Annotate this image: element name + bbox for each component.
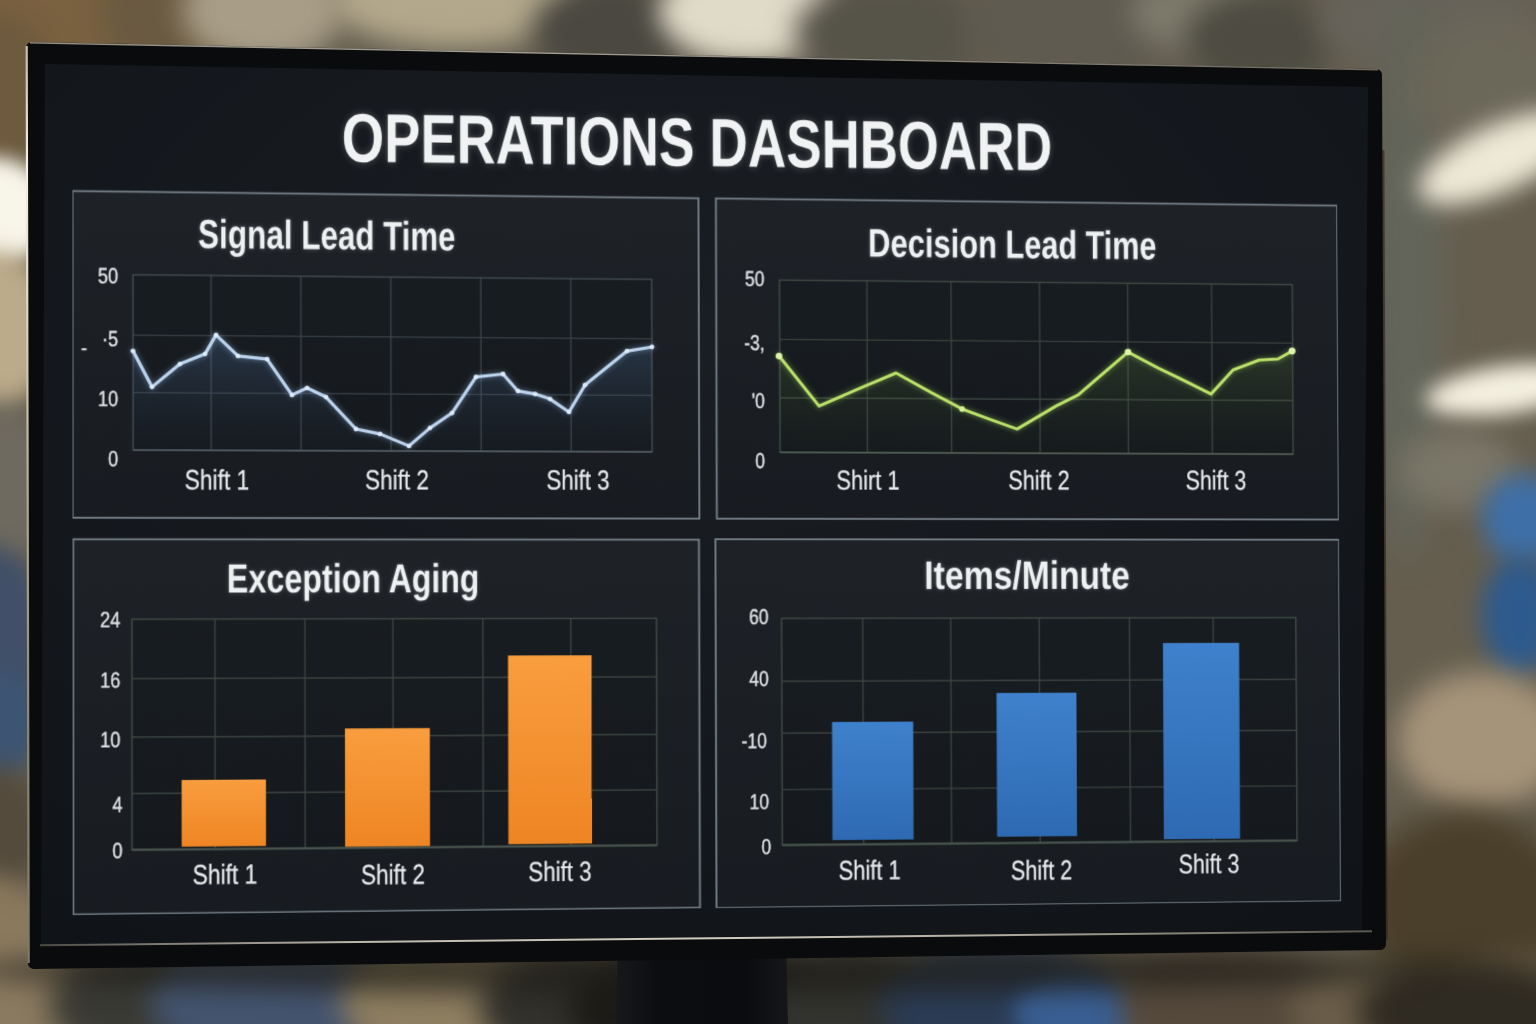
svg-text:Shift 3: Shift 3 bbox=[546, 466, 609, 496]
svg-text:Shift 1: Shift 1 bbox=[839, 856, 901, 887]
svg-text:Shift 1: Shift 1 bbox=[185, 465, 250, 496]
svg-text:-: - bbox=[81, 337, 87, 361]
svg-text:16: 16 bbox=[100, 669, 120, 693]
svg-text:Decision Lead Time: Decision Lead Time bbox=[868, 221, 1157, 268]
svg-text:Shift 2: Shift 2 bbox=[365, 465, 429, 495]
svg-text:-10: -10 bbox=[742, 730, 767, 754]
svg-text:Decision Lead Time: Decision Lead Time bbox=[868, 221, 1157, 268]
svg-text:60: 60 bbox=[749, 606, 769, 629]
svg-text:10: 10 bbox=[98, 388, 118, 412]
svg-text:Signal Lead Time: Signal Lead Time bbox=[198, 211, 455, 259]
svg-text:Items/Minute: Items/Minute bbox=[924, 554, 1130, 599]
svg-text:Shift 3: Shift 3 bbox=[1179, 850, 1240, 880]
svg-text:24: 24 bbox=[100, 609, 120, 633]
svg-text:-3,: -3, bbox=[744, 332, 765, 356]
svg-text:4: 4 bbox=[112, 794, 122, 818]
svg-text:Shift 2: Shift 2 bbox=[361, 860, 425, 891]
svg-text:Signal Lead Time: Signal Lead Time bbox=[198, 211, 455, 259]
svg-text:10: 10 bbox=[750, 791, 770, 815]
svg-text:0: 0 bbox=[761, 836, 771, 860]
svg-text:OPERATIONS DASHBOARD: OPERATIONS DASHBOARD bbox=[342, 100, 1053, 185]
svg-text:Shift 2: Shift 2 bbox=[1011, 856, 1073, 886]
svg-text:·5: ·5 bbox=[102, 328, 118, 352]
svg-text:Shift 3: Shift 3 bbox=[528, 857, 591, 888]
svg-text:40: 40 bbox=[749, 668, 769, 692]
svg-text:Items/Minute: Items/Minute bbox=[924, 554, 1130, 599]
svg-text:0: 0 bbox=[112, 840, 122, 864]
svg-text:50: 50 bbox=[98, 265, 118, 289]
svg-text:'0: '0 bbox=[752, 390, 765, 413]
svg-text:Exception Aging: Exception Aging bbox=[227, 556, 480, 601]
svg-text:0: 0 bbox=[108, 448, 118, 472]
svg-text:Shift 2: Shift 2 bbox=[1008, 466, 1069, 496]
svg-text:50: 50 bbox=[745, 268, 765, 292]
svg-text:Exception Aging: Exception Aging bbox=[227, 556, 480, 601]
svg-text:10: 10 bbox=[100, 729, 120, 753]
svg-text:Shift 3: Shift 3 bbox=[1186, 466, 1247, 496]
svg-text:Shift 1: Shift 1 bbox=[193, 860, 258, 891]
svg-text:OPERATIONS DASHBOARD: OPERATIONS DASHBOARD bbox=[342, 100, 1053, 185]
svg-text:Shirt 1: Shirt 1 bbox=[836, 466, 899, 496]
svg-text:0: 0 bbox=[755, 450, 765, 473]
